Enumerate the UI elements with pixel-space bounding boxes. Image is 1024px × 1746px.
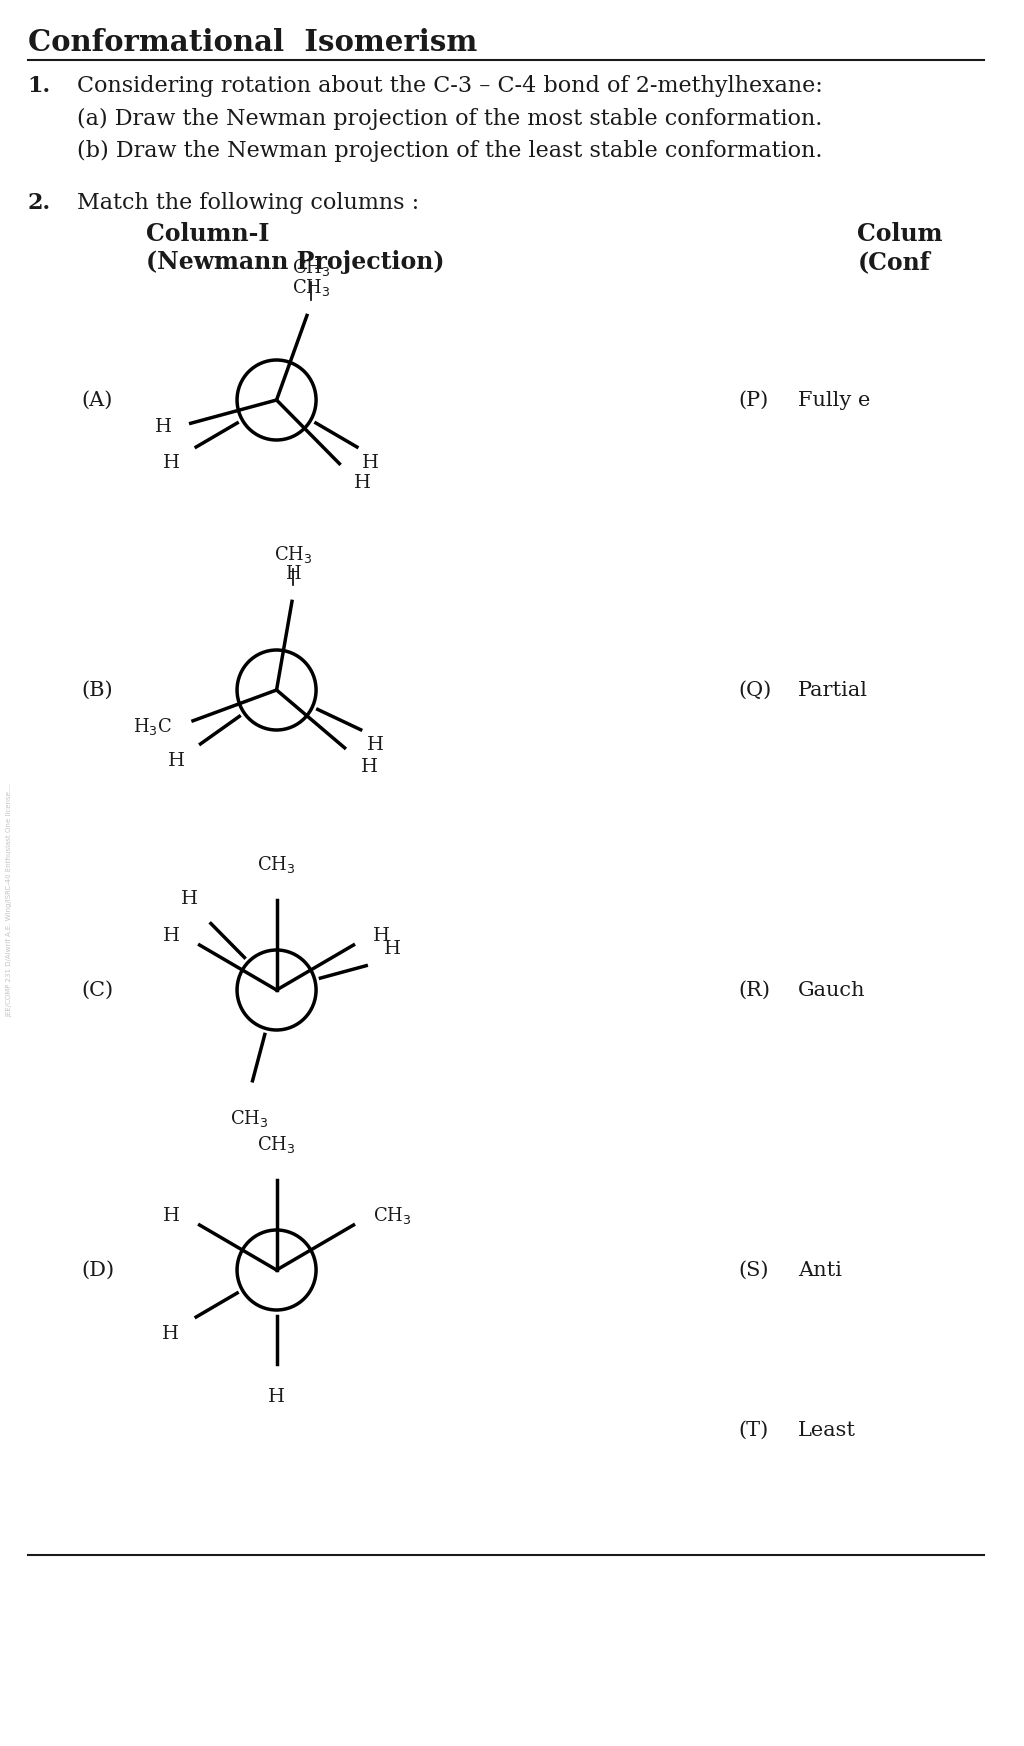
Text: H: H <box>163 454 180 471</box>
Text: H: H <box>362 454 380 471</box>
Text: CH$_3$: CH$_3$ <box>373 1205 412 1226</box>
Text: (a) Draw the Newman projection of the most stable conformation.: (a) Draw the Newman projection of the mo… <box>77 108 822 131</box>
Text: CH$_3$: CH$_3$ <box>257 1133 296 1156</box>
Text: 2.: 2. <box>28 192 51 215</box>
Text: H: H <box>268 1388 285 1406</box>
Text: (B): (B) <box>81 681 113 700</box>
Text: Match the following columns :: Match the following columns : <box>77 192 419 215</box>
Text: CH$_3$: CH$_3$ <box>257 854 296 875</box>
Text: Gauch: Gauch <box>798 981 865 999</box>
Text: Anti: Anti <box>798 1261 842 1280</box>
Text: Considering rotation about the C-3 – C-4 bond of 2-methylhexane:: Considering rotation about the C-3 – C-4… <box>77 75 823 98</box>
Text: H$_3$C: H$_3$C <box>133 716 172 737</box>
Text: H: H <box>181 890 198 908</box>
Text: H: H <box>163 1206 180 1226</box>
Text: Conformational  Isomerism: Conformational Isomerism <box>28 28 477 58</box>
Text: (S): (S) <box>738 1261 769 1280</box>
Text: Least: Least <box>798 1421 856 1439</box>
Text: (T): (T) <box>738 1421 769 1439</box>
Text: (D): (D) <box>81 1261 114 1280</box>
Text: 1.: 1. <box>28 75 51 98</box>
Text: (C): (C) <box>81 981 113 999</box>
Text: CH$_3$: CH$_3$ <box>273 545 312 566</box>
Text: (Q): (Q) <box>738 681 772 700</box>
Text: Fully e: Fully e <box>798 391 870 410</box>
Text: (Newmann Projection): (Newmann Projection) <box>146 250 444 274</box>
Text: H: H <box>168 753 185 770</box>
Text: (P): (P) <box>738 391 769 410</box>
Text: H: H <box>162 1325 178 1343</box>
Text: H: H <box>163 927 180 945</box>
Text: H: H <box>354 475 371 492</box>
Text: Partial: Partial <box>798 681 868 700</box>
Text: Colum: Colum <box>857 222 943 246</box>
Text: JEE/COMP 231 D/Alwrif A.E. Wing/ISRC-40 Enthusiast One license....: JEE/COMP 231 D/Alwrif A.E. Wing/ISRC-40 … <box>7 782 13 1018</box>
Text: H: H <box>156 419 172 436</box>
Text: CH$_3$: CH$_3$ <box>292 278 331 299</box>
Text: H: H <box>383 939 400 957</box>
Text: (b) Draw the Newman projection of the least stable conformation.: (b) Draw the Newman projection of the le… <box>77 140 822 162</box>
Text: H: H <box>367 735 384 754</box>
Text: H: H <box>286 566 301 583</box>
Text: (A): (A) <box>81 391 113 410</box>
Text: (R): (R) <box>738 981 771 999</box>
Text: (Conf: (Conf <box>857 250 930 274</box>
Text: H: H <box>360 758 378 777</box>
Text: H: H <box>373 927 390 945</box>
Text: CH$_3$: CH$_3$ <box>229 1109 268 1130</box>
Text: CH$_3$: CH$_3$ <box>292 257 331 278</box>
Text: Column-I: Column-I <box>146 222 269 246</box>
